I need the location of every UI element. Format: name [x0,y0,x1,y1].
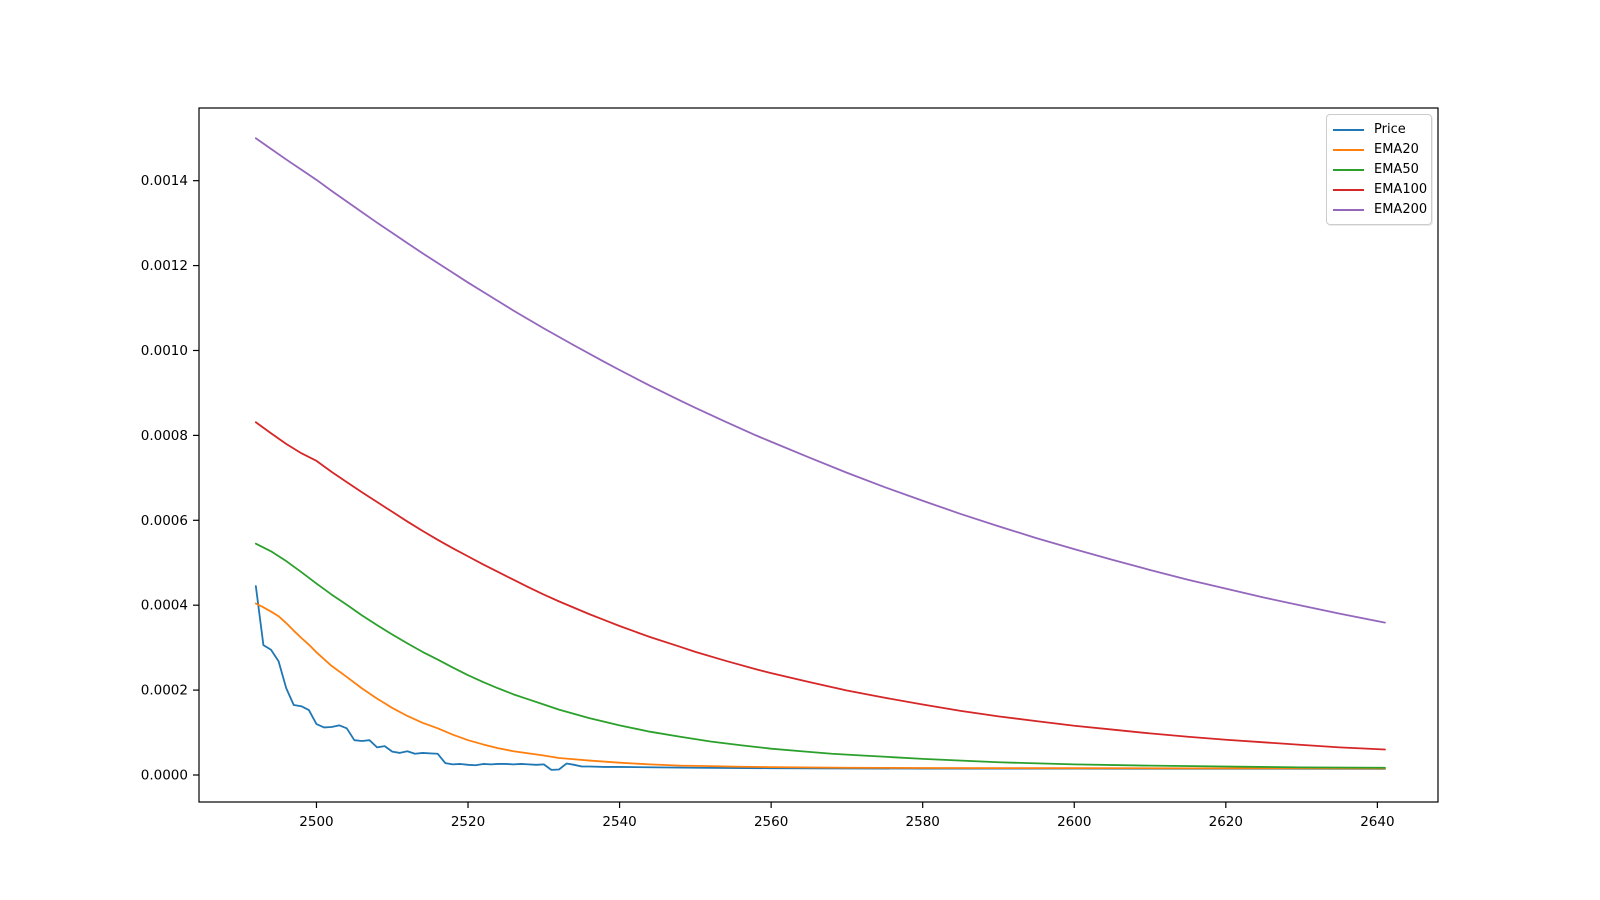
series-line-ema100 [254,421,1386,751]
legend-label-ema200: EMA200 [1374,202,1428,217]
series-line-ema50 [254,542,1386,769]
x-tick-label: 2620 [1209,814,1243,830]
legend-swatch-ema20 [1333,149,1364,151]
legend-swatch-price [1333,129,1364,131]
series-line-price [254,585,1386,771]
legend: Price EMA20 EMA50 EMA100 EMA200 [1326,114,1432,225]
legend-swatch-ema100 [1333,189,1364,191]
legend-item-price: Price [1333,120,1424,140]
x-tick-label: 2540 [602,814,636,830]
y-tick-label: 0.0008 [141,428,188,444]
x-tick-label: 2600 [1057,814,1091,830]
legend-label-ema50: EMA50 [1374,162,1419,177]
y-tick-label: 0.0010 [141,343,188,359]
legend-item-ema100: EMA100 [1333,180,1428,200]
legend-label-ema20: EMA20 [1374,142,1419,157]
y-tick-label: 0.0006 [141,513,188,529]
legend-item-ema20: EMA20 [1333,140,1424,160]
legend-label-price: Price [1374,122,1406,137]
legend-item-ema200: EMA200 [1333,200,1428,220]
y-tick-label: 0.0004 [141,598,188,614]
x-tick-label: 2500 [299,814,333,830]
legend-item-ema50: EMA50 [1333,160,1424,180]
y-tick-label: 0.0014 [141,173,188,189]
series-line-ema20 [254,602,1386,770]
legend-swatch-ema50 [1333,169,1364,171]
y-tick-label: 0.0000 [141,768,188,784]
x-tick-label: 2640 [1360,814,1394,830]
x-tick-label: 2580 [906,814,940,830]
legend-swatch-ema200 [1333,209,1364,211]
x-tick-label: 2520 [451,814,485,830]
y-tick-label: 0.0002 [141,683,188,699]
series-line-ema200 [254,137,1386,624]
x-tick-label: 2560 [754,814,788,830]
axes-spines [198,107,1439,803]
y-tick-label: 0.0012 [141,258,188,274]
legend-label-ema100: EMA100 [1374,182,1428,197]
